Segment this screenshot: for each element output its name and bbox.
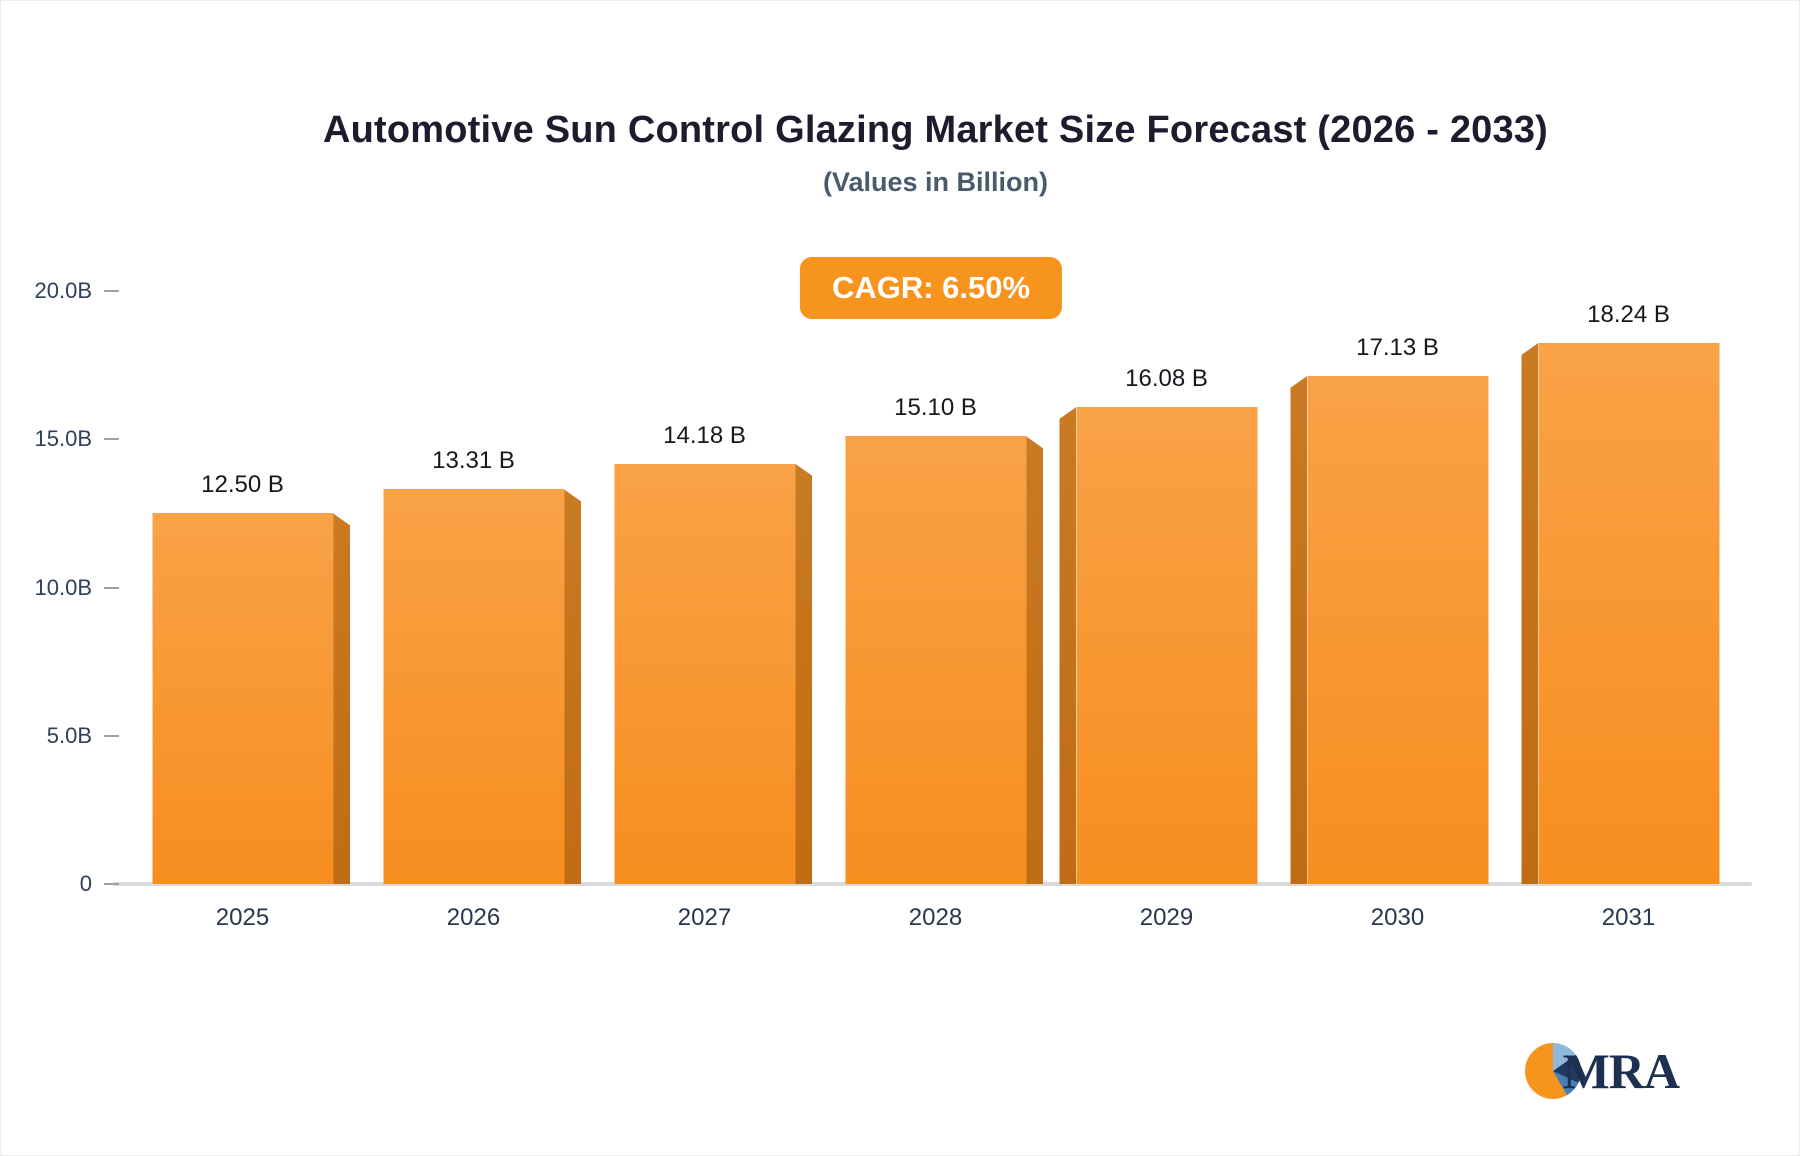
bar-2028 [845,436,1043,884]
y-axis-tick: 0 [1,871,119,897]
bar-slot: 14.18 B 2027 [589,291,820,931]
bar-slot: 12.50 B 2025 [127,291,358,931]
x-axis-category-label: 2027 [677,904,732,931]
bar-value-label: 18.24 B [1587,301,1670,329]
bar-3d-side [1521,343,1538,884]
x-axis-category-label: 2029 [1139,904,1194,931]
bar-value-label: 14.18 B [663,421,746,449]
bar-2030 [1290,376,1488,884]
y-axis-tick-mark [104,290,119,292]
brand-logo-text: MRA [1562,1043,1680,1099]
y-axis-tick-mark [104,883,119,885]
plot-area: 0 5.0B 10.0B 15.0B 20.0B 12.50 B 2025 13.31 B 20… [35,278,1752,931]
chart-title: Automotive Sun Control Glazing Market Si… [322,109,1549,151]
x-axis-baseline [113,882,1752,886]
y-axis-tick: 10.0B [1,574,119,601]
y-axis-tick: 20.0B [1,278,119,304]
y-axis-tick-mark [104,586,119,589]
brand-logo-pie-icon [1524,1043,1581,1099]
x-axis-category-label: 2025 [215,904,270,931]
bar-slot: 17.13 B 2030 [1282,291,1513,931]
brand-logo: MRA [1524,1043,1680,1099]
chart-subtitle: (Values in Billion) [822,167,1049,197]
bar-3d-side [564,489,581,884]
bar-slot: 18.24 B 2031 [1513,291,1744,931]
bar-2026 [383,489,581,884]
y-axis-tick-label: 15.0B [34,426,93,452]
bar-3d-side [1290,376,1307,884]
x-axis-category-label: 2028 [908,904,963,931]
y-axis-tick-mark [104,734,119,737]
x-axis-category-label: 2030 [1370,904,1425,931]
bar-value-label: 16.08 B [1125,365,1208,393]
y-axis-tick: 5.0B [1,722,119,749]
bar-3d-side [1026,436,1043,884]
bar-2027 [614,463,812,884]
bar-value-label: 15.10 B [894,394,977,422]
y-axis-tick-label: 0 [79,871,92,896]
bar-value-label: 13.31 B [432,447,515,475]
bar-slot: 15.10 B 2028 [820,291,1051,931]
y-axis-tick: 15.0B [1,426,119,452]
x-axis-category-label: 2031 [1601,904,1656,931]
cagr-badge: CAGR: 6.50% [799,257,1063,319]
bar-value-label: 17.13 B [1356,334,1439,362]
bar-2031 [1521,343,1719,884]
bar-3d-side [1059,407,1076,884]
bar-3d-side [333,513,350,884]
bar-3d-side [795,463,812,884]
y-axis-tick-label: 5.0B [46,722,92,748]
bar-2025 [152,513,350,884]
bar-slot: 13.31 B 2026 [358,291,589,931]
y-axis-tick-label: 20.0B [34,278,93,303]
bar-2029 [1059,407,1257,884]
y-axis-tick-mark [104,438,119,441]
bar-slot: 16.08 B 2029 [1051,291,1282,931]
bar-value-label: 12.50 B [201,471,284,499]
y-axis-tick-label: 10.0B [34,574,93,600]
x-axis-category-label: 2026 [446,904,501,931]
